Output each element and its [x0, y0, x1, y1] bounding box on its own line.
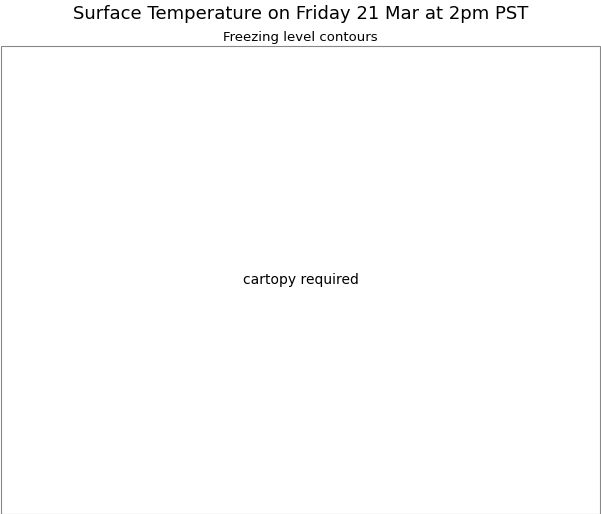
Text: Surface Temperature on Friday 21 Mar at 2pm PST: Surface Temperature on Friday 21 Mar at … [73, 6, 528, 24]
Text: Freezing level contours: Freezing level contours [223, 31, 378, 44]
Text: cartopy required: cartopy required [243, 272, 358, 287]
